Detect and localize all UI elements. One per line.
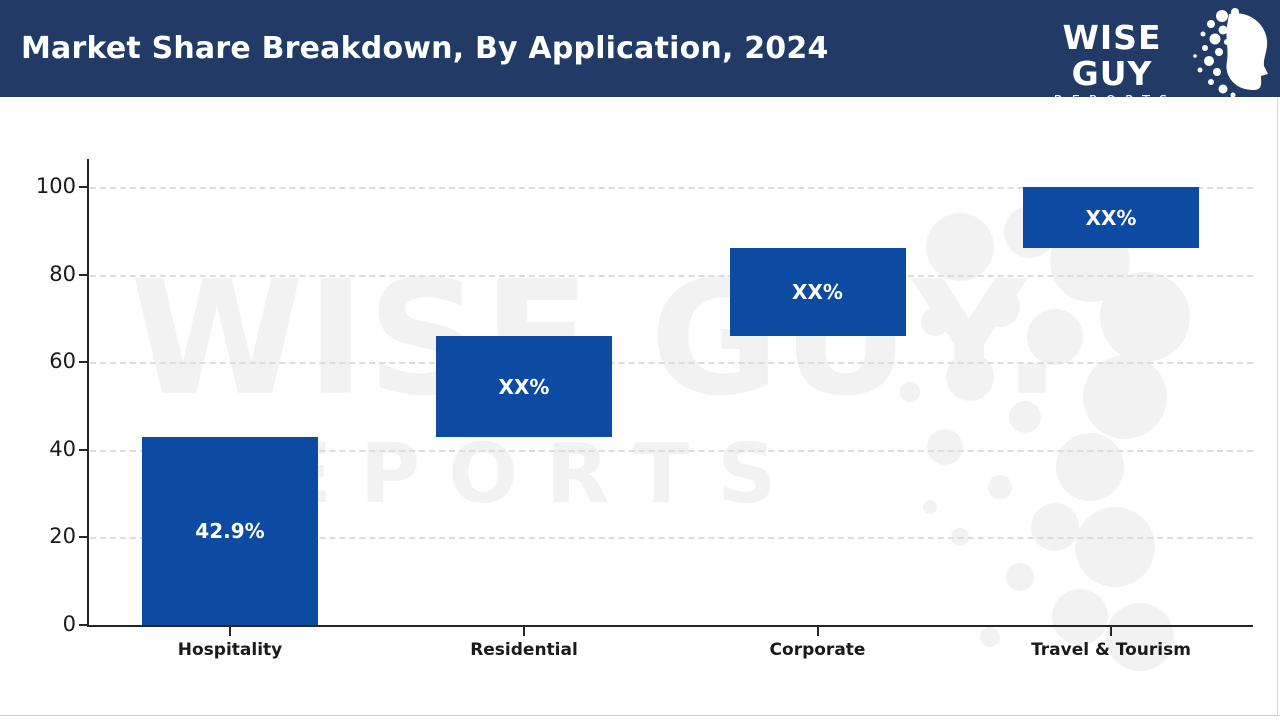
- bottom-border-line: [0, 715, 1280, 716]
- y-gridline: [90, 537, 1253, 540]
- y-axis-line: [87, 159, 89, 627]
- x-category-label: Corporate: [769, 640, 866, 660]
- x-axis-tick: [229, 627, 231, 636]
- x-axis-tick: [1110, 627, 1112, 636]
- x-category-label: Travel & Tourism: [1031, 640, 1191, 660]
- brand-logo: WISE GUY REPORTS: [1022, 4, 1272, 109]
- y-axis-tick: [79, 624, 88, 626]
- x-axis-tick: [523, 627, 525, 636]
- waterfall-bar: 42.9%: [142, 437, 318, 625]
- header-bar: Market Share Breakdown, By Application, …: [0, 0, 1280, 109]
- y-axis-tick: [79, 536, 88, 539]
- chart-area: WISE GUY. REPORTS 0 20 40 60 80 100 42.9% Hospi…: [0, 97, 1280, 720]
- y-tick-label: 100: [35, 174, 76, 198]
- y-tick-label: 20: [49, 524, 76, 549]
- bar-value-label: XX%: [1085, 205, 1137, 230]
- y-axis-tick: [79, 273, 88, 276]
- bar-value-label: 42.9%: [195, 519, 265, 544]
- y-gridline: [90, 449, 1253, 452]
- dotted-head-icon: [1193, 8, 1268, 98]
- y-gridline: [90, 362, 1253, 365]
- waterfall-bar: XX%: [1023, 187, 1199, 249]
- x-category-label: Hospitality: [177, 640, 283, 660]
- y-gridline: [90, 274, 1253, 277]
- y-tick-label: 40: [49, 436, 76, 461]
- watermark-dotted-head: [900, 207, 1190, 671]
- right-border-line: [1277, 97, 1278, 716]
- page-title: Market Share Breakdown, By Application, …: [21, 31, 829, 66]
- waterfall-bar: XX%: [436, 336, 612, 438]
- y-axis-tick: [79, 361, 88, 364]
- brand-name: WISE GUY: [1062, 18, 1162, 94]
- x-axis-line: [87, 625, 1253, 627]
- x-axis-tick: [816, 627, 819, 636]
- y-axis-tick: [79, 448, 88, 451]
- y-tick-label: 0: [62, 612, 76, 636]
- y-tick-label: 60: [49, 349, 76, 374]
- y-gridline: [90, 187, 1253, 189]
- y-axis-tick: [79, 186, 88, 188]
- bar-value-label: XX%: [792, 280, 843, 305]
- y-tick-label: 80: [49, 261, 76, 286]
- x-category-label: Residential: [470, 640, 578, 660]
- waterfall-bar: XX%: [729, 248, 906, 337]
- bar-value-label: XX%: [498, 374, 550, 399]
